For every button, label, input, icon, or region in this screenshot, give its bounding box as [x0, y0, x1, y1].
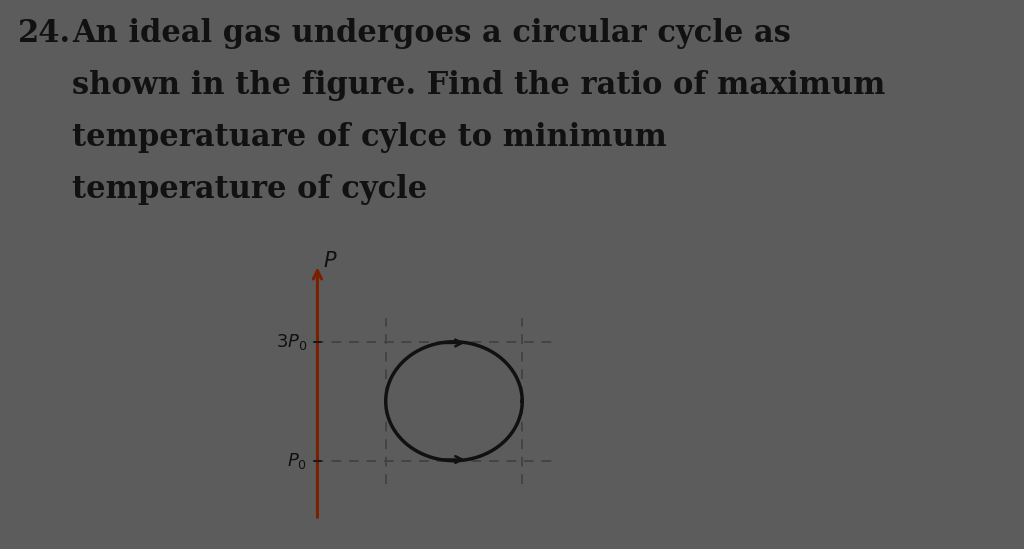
- Text: $3P_0$: $3P_0$: [275, 332, 307, 352]
- Text: temperatuare of cylce to minimum: temperatuare of cylce to minimum: [72, 122, 667, 153]
- Text: $P_0$: $P_0$: [287, 451, 307, 470]
- Text: An ideal gas undergoes a circular cycle as: An ideal gas undergoes a circular cycle …: [72, 18, 791, 49]
- Text: 24.: 24.: [18, 18, 71, 49]
- Text: shown in the figure. Find the ratio of maximum: shown in the figure. Find the ratio of m…: [72, 70, 886, 101]
- Text: $P$: $P$: [323, 251, 338, 271]
- Text: temperature of cycle: temperature of cycle: [72, 174, 427, 205]
